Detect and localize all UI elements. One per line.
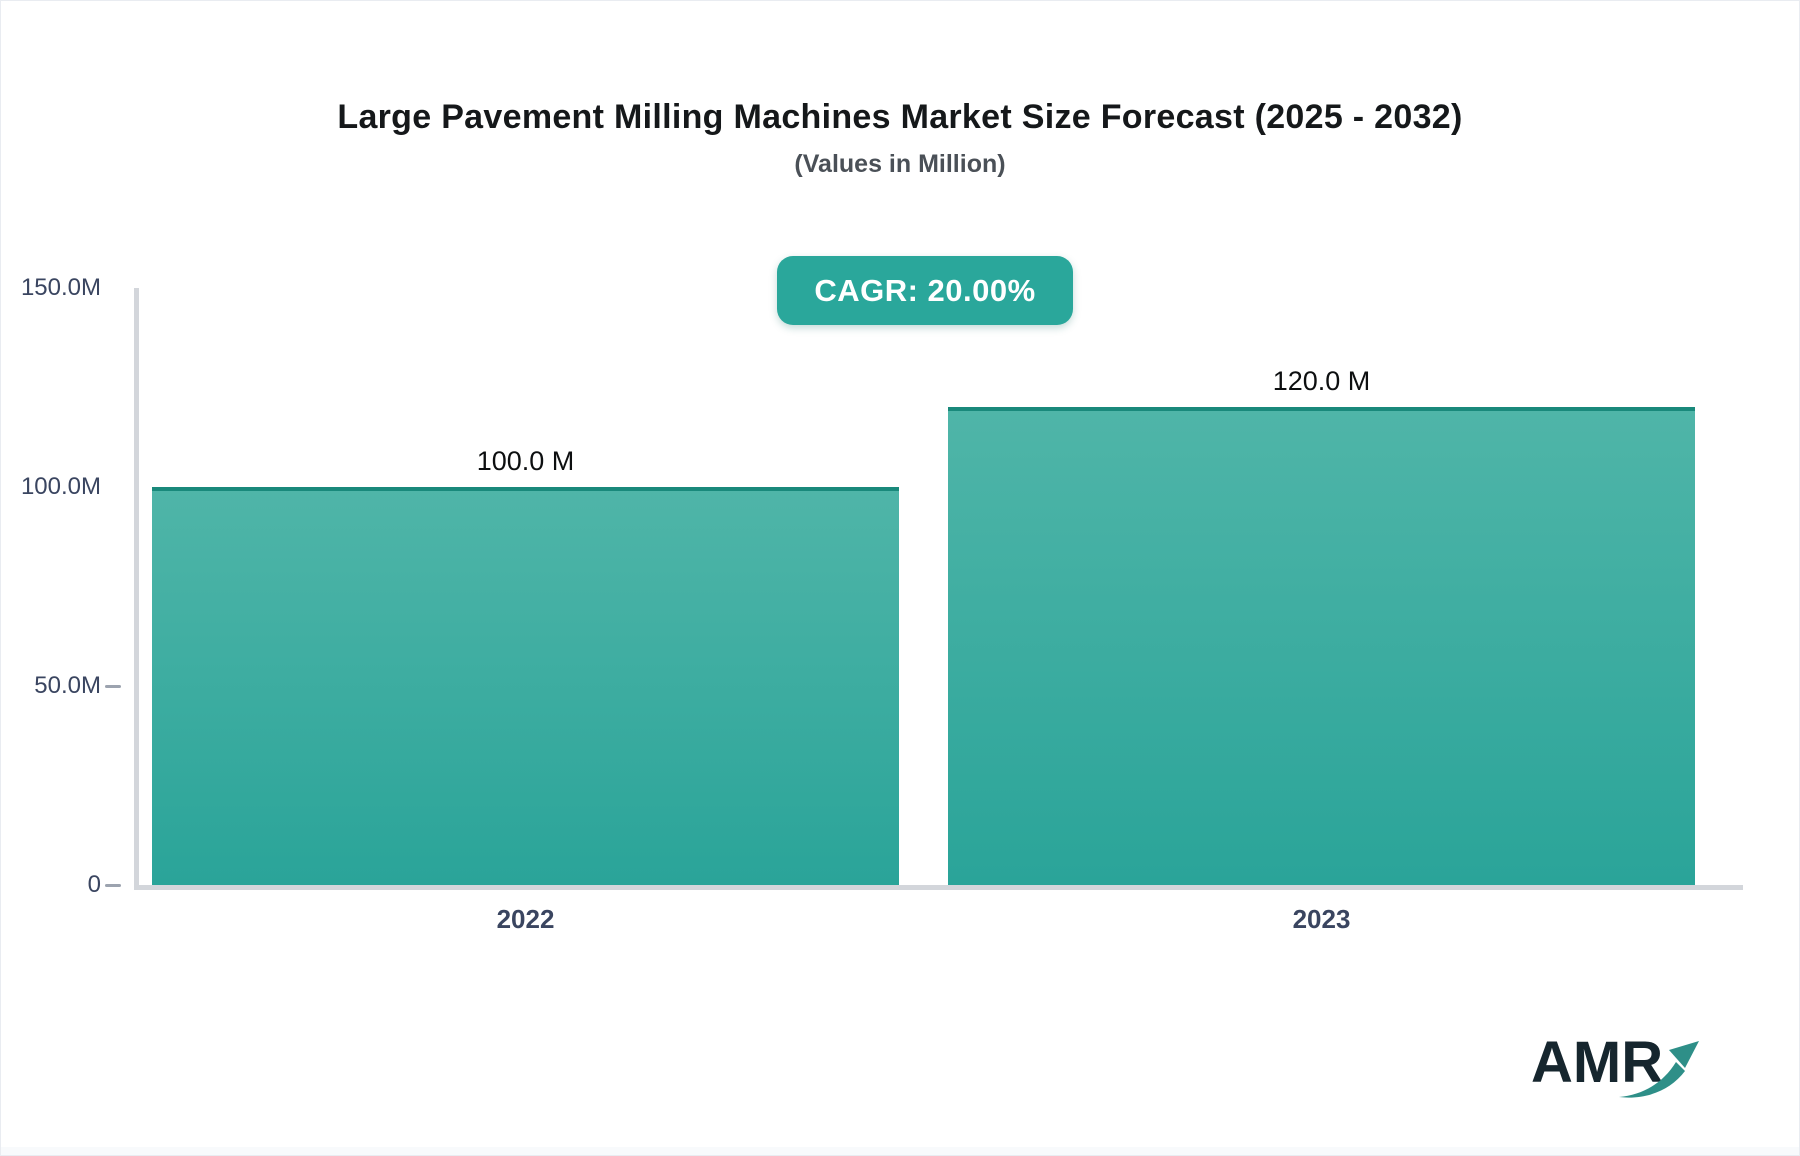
bar-2023 bbox=[948, 407, 1695, 885]
bar-2022 bbox=[152, 487, 899, 885]
y-axis-line bbox=[134, 288, 139, 890]
y-axis-tick-label: 100.0M bbox=[20, 473, 101, 500]
y-axis-tick-mark bbox=[105, 685, 121, 688]
amr-logo-text: AMR bbox=[1531, 1030, 1664, 1095]
x-axis-category-label: 2023 bbox=[1292, 904, 1351, 934]
page-bottom-edge bbox=[1, 1147, 1799, 1155]
cagr-badge-label: CAGR: 20.00% bbox=[814, 272, 1036, 308]
cagr-badge: CAGR: 20.00% bbox=[777, 256, 1073, 325]
growth-arrow-icon bbox=[1619, 1041, 1699, 1098]
y-axis-tick-label: 50.0M bbox=[34, 672, 101, 699]
y-axis-tick-label: 0 bbox=[87, 871, 101, 898]
chart-title: Large Pavement Milling Machines Market S… bbox=[337, 98, 1463, 136]
y-axis-tick-mark bbox=[105, 884, 121, 887]
chart-subtitle: (Values in Million) bbox=[794, 150, 1006, 178]
bar-value-label: 100.0 M bbox=[476, 446, 575, 476]
bar-value-label: 120.0 M bbox=[1272, 366, 1371, 396]
x-axis-category-label: 2022 bbox=[496, 904, 555, 934]
x-axis-line bbox=[134, 885, 1743, 890]
y-axis-tick-label: 150.0M bbox=[20, 274, 101, 301]
amr-logo: AMR bbox=[1531, 1029, 1711, 1109]
